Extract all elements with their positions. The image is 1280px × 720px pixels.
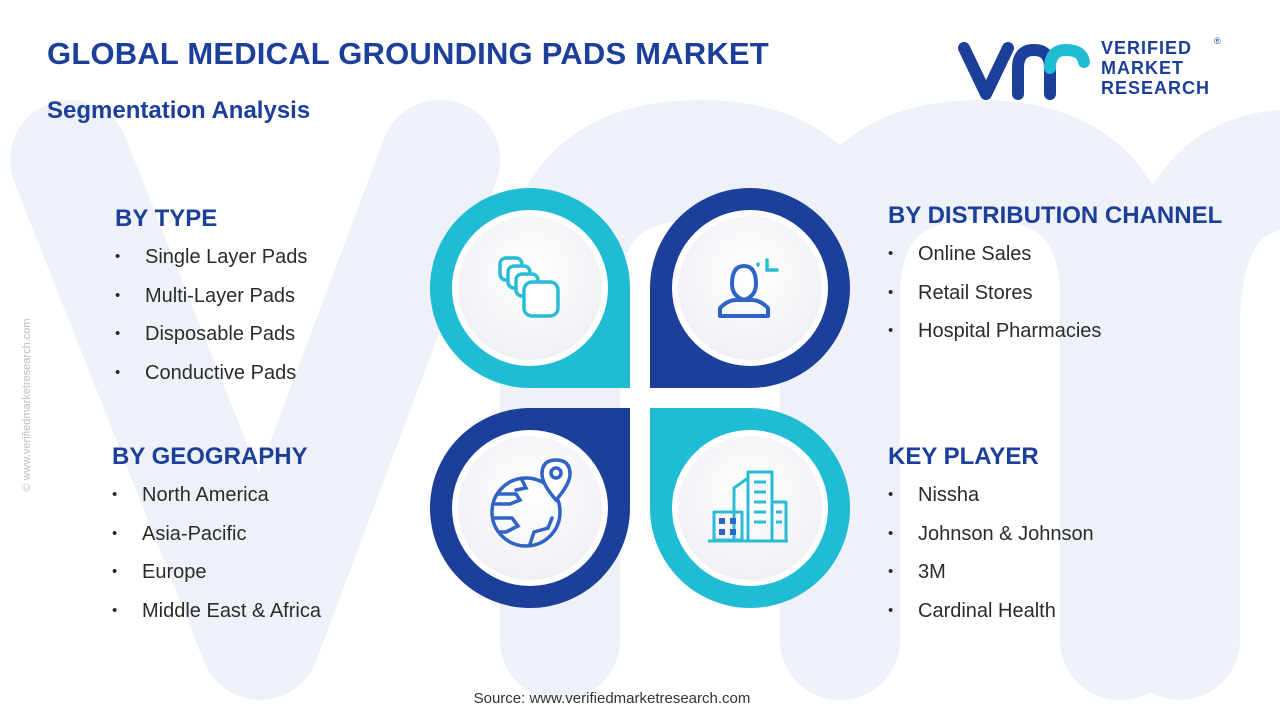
list-item: Cardinal Health [888, 598, 1094, 637]
list-item: Europe [112, 559, 321, 598]
section-by-distribution-channel: BY DISTRIBUTION CHANNEL Online Sales Ret… [888, 202, 1222, 357]
list-item: Disposable Pads [115, 321, 307, 360]
list-item: Asia-Pacific [112, 521, 321, 560]
registered-mark: ® [1214, 36, 1221, 46]
logo-line-research: RESEARCH [1101, 78, 1211, 98]
layers-icon [498, 256, 560, 318]
page-subtitle: Segmentation Analysis [47, 97, 311, 124]
page-title: GLOBAL MEDICAL GROUNDING PADS MARKET [47, 36, 769, 71]
logo-line-market: MARKET [1101, 58, 1184, 78]
section-heading-key-player: KEY PLAYER [888, 443, 1039, 470]
key-player-list: Nissha Johnson & Johnson 3M Cardinal Hea… [888, 482, 1094, 636]
vmr-logo-mark [958, 42, 1090, 100]
segmentation-quadrant-graphic [430, 188, 851, 608]
icon-disc-key-player [678, 436, 822, 580]
list-item: Multi-Layer Pads [115, 283, 307, 322]
buildings-icon [708, 470, 788, 543]
list-item: North America [112, 482, 321, 521]
list-item: Johnson & Johnson [888, 521, 1094, 560]
section-by-type: BY TYPE Single Layer Pads Multi-Layer Pa… [115, 205, 307, 398]
logo-wordmark: VERIFIED MARKET RESEARCH [1101, 38, 1210, 98]
list-item: Hospital Pharmacies [888, 318, 1222, 357]
list-item: Middle East & Africa [112, 598, 321, 637]
section-by-geography: BY GEOGRAPHY North America Asia-Pacific … [112, 443, 321, 636]
distribution-list: Online Sales Retail Stores Hospital Phar… [888, 241, 1222, 357]
section-heading-geography: BY GEOGRAPHY [112, 443, 308, 470]
list-item: Retail Stores [888, 280, 1222, 319]
globe-location-icon [490, 476, 562, 548]
type-list: Single Layer Pads Multi-Layer Pads Dispo… [115, 244, 307, 398]
logo-line-verified: VERIFIED [1101, 38, 1193, 58]
list-item: Online Sales [888, 241, 1222, 280]
icon-disc-distribution [678, 216, 822, 360]
section-heading-distribution: BY DISTRIBUTION CHANNEL [888, 202, 1223, 229]
side-watermark-text: © www.verifiedmarketresearch.com [21, 318, 33, 492]
source-credit: Source: www.verifiedmarketresearch.com [473, 690, 751, 707]
spark-icon [756, 258, 779, 272]
list-item: Nissha [888, 482, 1094, 521]
section-key-player: KEY PLAYER Nissha Johnson & Johnson 3M C… [888, 443, 1094, 636]
section-heading-type: BY TYPE [115, 205, 218, 232]
list-item: Conductive Pads [115, 360, 307, 399]
list-item: 3M [888, 559, 1094, 598]
vmr-logo: VERIFIED MARKET RESEARCH ® [958, 36, 1228, 104]
geography-list: North America Asia-Pacific Europe Middle… [112, 482, 321, 636]
building-windows [719, 518, 736, 535]
user-icon [718, 264, 770, 318]
location-pin-icon [540, 458, 572, 503]
list-item: Single Layer Pads [115, 244, 307, 283]
icon-disc-geography [458, 436, 602, 580]
